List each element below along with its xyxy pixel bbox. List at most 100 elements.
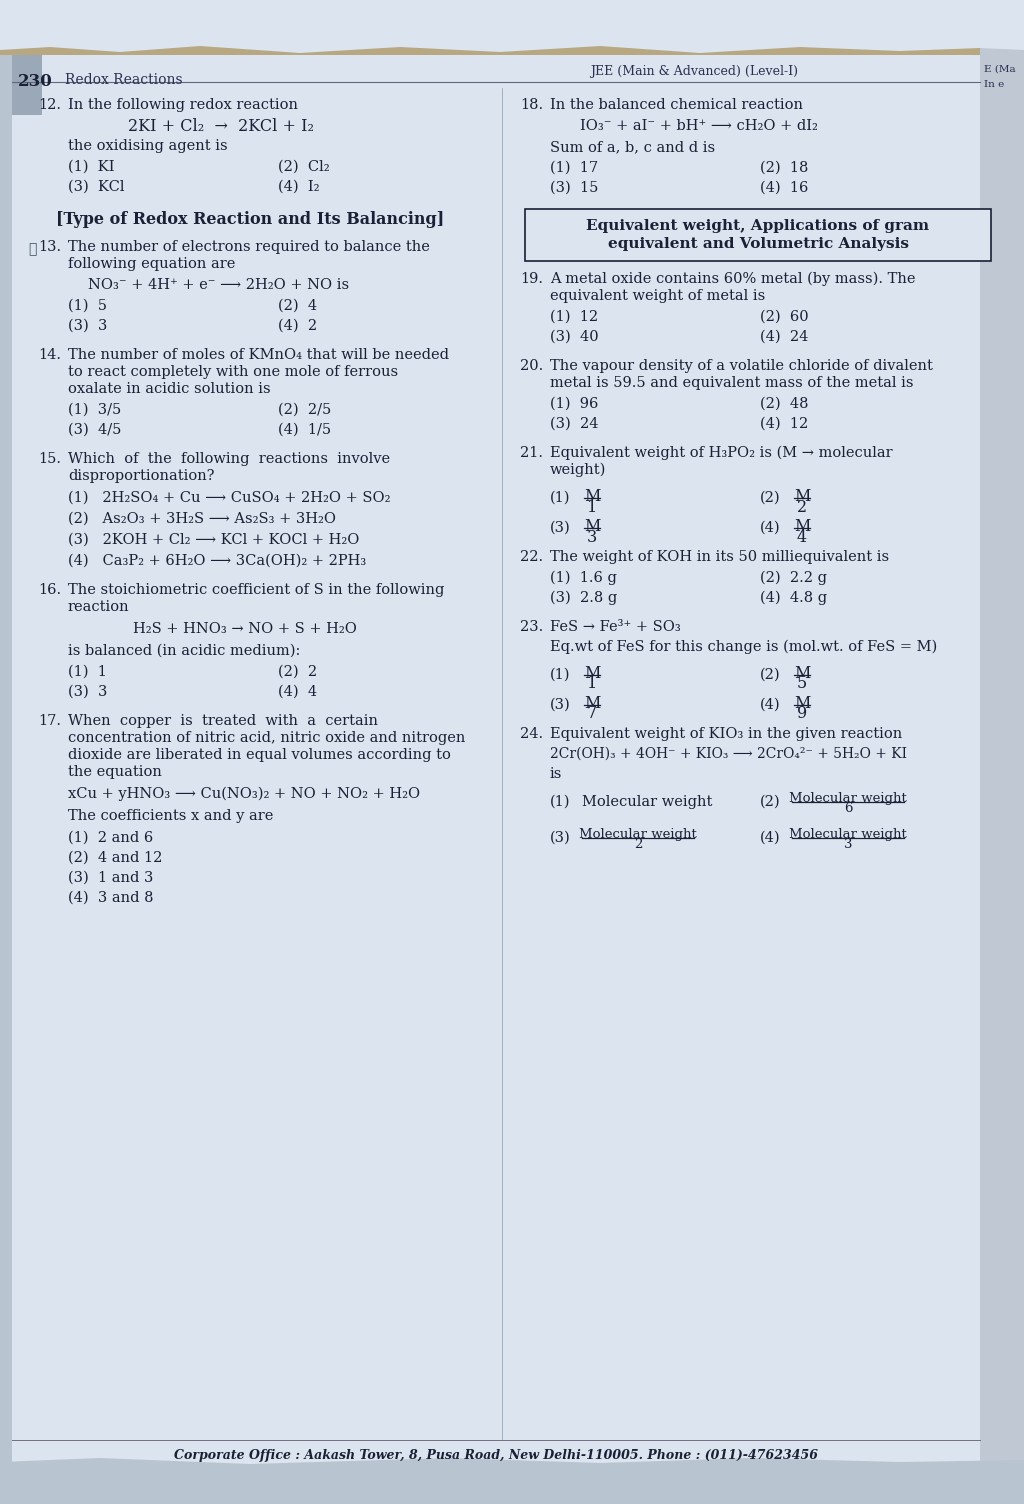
Text: (4)  24: (4) 24 bbox=[760, 329, 808, 344]
Text: Which  of  the  following  reactions  involve: Which of the following reactions involve bbox=[68, 453, 390, 466]
Text: the equation: the equation bbox=[68, 766, 162, 779]
Text: (1)  1: (1) 1 bbox=[68, 665, 106, 678]
Text: metal is 59.5 and equivalent mass of the metal is: metal is 59.5 and equivalent mass of the… bbox=[550, 376, 913, 390]
Text: 9: 9 bbox=[797, 705, 807, 722]
Bar bbox=[0, 0, 1024, 56]
Text: In the following redox reaction: In the following redox reaction bbox=[68, 98, 298, 111]
Text: 14.: 14. bbox=[38, 347, 61, 362]
Text: 3: 3 bbox=[587, 528, 597, 546]
Text: (2)  18: (2) 18 bbox=[760, 161, 808, 174]
Text: Molecular weight: Molecular weight bbox=[790, 793, 907, 805]
Text: Sum of a, b, c and d is: Sum of a, b, c and d is bbox=[550, 140, 715, 153]
Text: (3)   2KOH + Cl₂ ⟶ KCl + KOCl + H₂O: (3) 2KOH + Cl₂ ⟶ KCl + KOCl + H₂O bbox=[68, 532, 359, 547]
Text: (2)  4: (2) 4 bbox=[278, 299, 317, 313]
Text: M: M bbox=[794, 665, 810, 681]
Text: (4)  4.8 g: (4) 4.8 g bbox=[760, 591, 827, 606]
Text: is: is bbox=[550, 767, 562, 781]
Text: M: M bbox=[794, 695, 810, 711]
Text: (3)  15: (3) 15 bbox=[550, 180, 598, 196]
Text: Equivalent weight of KIO₃ in the given reaction: Equivalent weight of KIO₃ in the given r… bbox=[550, 726, 902, 741]
Text: following equation are: following equation are bbox=[68, 257, 236, 271]
Text: (2)  2.2 g: (2) 2.2 g bbox=[760, 572, 827, 585]
Text: 20.: 20. bbox=[520, 359, 544, 373]
Text: Redox Reactions: Redox Reactions bbox=[65, 74, 182, 87]
Bar bbox=[980, 48, 1024, 1468]
Text: (1): (1) bbox=[550, 796, 570, 809]
Text: (2)  2: (2) 2 bbox=[278, 665, 317, 678]
Text: 2: 2 bbox=[634, 838, 642, 851]
Text: (1)  KI: (1) KI bbox=[68, 159, 115, 174]
Polygon shape bbox=[0, 1457, 1024, 1504]
Text: (2)  2/5: (2) 2/5 bbox=[278, 403, 331, 417]
Text: (2)   As₂O₃ + 3H₂S ⟶ As₂S₃ + 3H₂O: (2) As₂O₃ + 3H₂S ⟶ As₂S₃ + 3H₂O bbox=[68, 511, 336, 526]
Text: (4)  12: (4) 12 bbox=[760, 417, 808, 432]
Text: 5: 5 bbox=[797, 675, 807, 692]
Text: (3): (3) bbox=[550, 832, 570, 845]
Text: M: M bbox=[794, 517, 810, 535]
Text: (4)   Ca₃P₂ + 6H₂O ⟶ 3Ca(OH)₂ + 2PH₃: (4) Ca₃P₂ + 6H₂O ⟶ 3Ca(OH)₂ + 2PH₃ bbox=[68, 553, 367, 569]
Text: to react completely with one mole of ferrous: to react completely with one mole of fer… bbox=[68, 365, 398, 379]
Text: reaction: reaction bbox=[68, 600, 130, 614]
Text: (2): (2) bbox=[760, 490, 780, 505]
Text: (4): (4) bbox=[760, 520, 780, 535]
Text: FeS → Fe³⁺ + SO₃: FeS → Fe³⁺ + SO₃ bbox=[550, 620, 681, 635]
Text: 2: 2 bbox=[797, 498, 807, 516]
Text: Corporate Office : Aakash Tower, 8, Pusa Road, New Delhi-110005. Phone : (011)-4: Corporate Office : Aakash Tower, 8, Pusa… bbox=[174, 1448, 818, 1462]
Text: In e: In e bbox=[984, 80, 1005, 89]
Text: concentration of nitric acid, nitric oxide and nitrogen: concentration of nitric acid, nitric oxi… bbox=[68, 731, 465, 744]
Text: M: M bbox=[584, 517, 600, 535]
Text: equivalent and Volumetric Analysis: equivalent and Volumetric Analysis bbox=[607, 238, 908, 251]
Text: (1)  12: (1) 12 bbox=[550, 310, 598, 323]
Text: 23.: 23. bbox=[520, 620, 544, 635]
Text: NO₃⁻ + 4H⁺ + e⁻ ⟶ 2H₂O + NO is: NO₃⁻ + 4H⁺ + e⁻ ⟶ 2H₂O + NO is bbox=[88, 278, 349, 292]
Text: (3)  3: (3) 3 bbox=[68, 684, 108, 699]
Text: 6: 6 bbox=[844, 803, 852, 815]
Text: (4)  1/5: (4) 1/5 bbox=[278, 423, 331, 438]
Text: (1)  1.6 g: (1) 1.6 g bbox=[550, 572, 616, 585]
Polygon shape bbox=[0, 0, 1024, 53]
Text: The coefficients x and y are: The coefficients x and y are bbox=[68, 809, 273, 823]
Text: equivalent weight of metal is: equivalent weight of metal is bbox=[550, 289, 765, 302]
Text: Molecular weight: Molecular weight bbox=[580, 829, 697, 841]
Text: M: M bbox=[584, 665, 600, 681]
Text: (3)  4/5: (3) 4/5 bbox=[68, 423, 122, 438]
Text: 1: 1 bbox=[587, 498, 597, 516]
Text: (4): (4) bbox=[760, 698, 780, 711]
FancyBboxPatch shape bbox=[525, 209, 991, 262]
Text: (3): (3) bbox=[550, 698, 570, 711]
Text: E (Ma: E (Ma bbox=[984, 65, 1016, 74]
Text: (2)  60: (2) 60 bbox=[760, 310, 809, 323]
Text: 17.: 17. bbox=[38, 714, 61, 728]
Text: (3)  KCl: (3) KCl bbox=[68, 180, 125, 194]
Text: (1)   2H₂SO₄ + Cu ⟶ CuSO₄ + 2H₂O + SO₂: (1) 2H₂SO₄ + Cu ⟶ CuSO₄ + 2H₂O + SO₂ bbox=[68, 490, 390, 505]
Text: IO₃⁻ + aI⁻ + bH⁺ ⟶ cH₂O + dI₂: IO₃⁻ + aI⁻ + bH⁺ ⟶ cH₂O + dI₂ bbox=[580, 119, 818, 132]
Text: 2KI + Cl₂  →  2KCl + I₂: 2KI + Cl₂ → 2KCl + I₂ bbox=[128, 117, 314, 135]
Text: 16.: 16. bbox=[38, 584, 61, 597]
Text: 15.: 15. bbox=[38, 453, 61, 466]
Text: (4)  16: (4) 16 bbox=[760, 180, 808, 196]
Text: the oxidising agent is: the oxidising agent is bbox=[68, 138, 227, 153]
Text: 230: 230 bbox=[18, 74, 53, 90]
Text: (2)  48: (2) 48 bbox=[760, 397, 809, 411]
Text: dioxide are liberated in equal volumes according to: dioxide are liberated in equal volumes a… bbox=[68, 747, 451, 763]
Text: 12.: 12. bbox=[38, 98, 61, 111]
Text: 24.: 24. bbox=[520, 726, 543, 741]
Text: (2): (2) bbox=[760, 796, 780, 809]
Text: When  copper  is  treated  with  a  certain: When copper is treated with a certain bbox=[68, 714, 378, 728]
Text: M: M bbox=[584, 487, 600, 505]
Text: (4)  2: (4) 2 bbox=[278, 319, 317, 332]
Text: (3)  1 and 3: (3) 1 and 3 bbox=[68, 871, 154, 884]
Text: is balanced (in acidic medium):: is balanced (in acidic medium): bbox=[68, 644, 300, 659]
Text: The vapour density of a volatile chloride of divalent: The vapour density of a volatile chlorid… bbox=[550, 359, 933, 373]
Text: xCu + yHNO₃ ⟶ Cu(NO₃)₂ + NO + NO₂ + H₂O: xCu + yHNO₃ ⟶ Cu(NO₃)₂ + NO + NO₂ + H₂O bbox=[68, 787, 420, 802]
Text: 13.: 13. bbox=[38, 241, 61, 254]
Text: (4)  4: (4) 4 bbox=[278, 684, 317, 699]
Text: (3)  2.8 g: (3) 2.8 g bbox=[550, 591, 617, 606]
Text: 18.: 18. bbox=[520, 98, 543, 111]
Text: (1): (1) bbox=[550, 490, 570, 505]
Text: ✓: ✓ bbox=[28, 242, 37, 256]
Text: (2): (2) bbox=[760, 668, 780, 681]
Text: (1): (1) bbox=[550, 668, 570, 681]
Text: oxalate in acidic solution is: oxalate in acidic solution is bbox=[68, 382, 270, 396]
Text: 21.: 21. bbox=[520, 447, 543, 460]
